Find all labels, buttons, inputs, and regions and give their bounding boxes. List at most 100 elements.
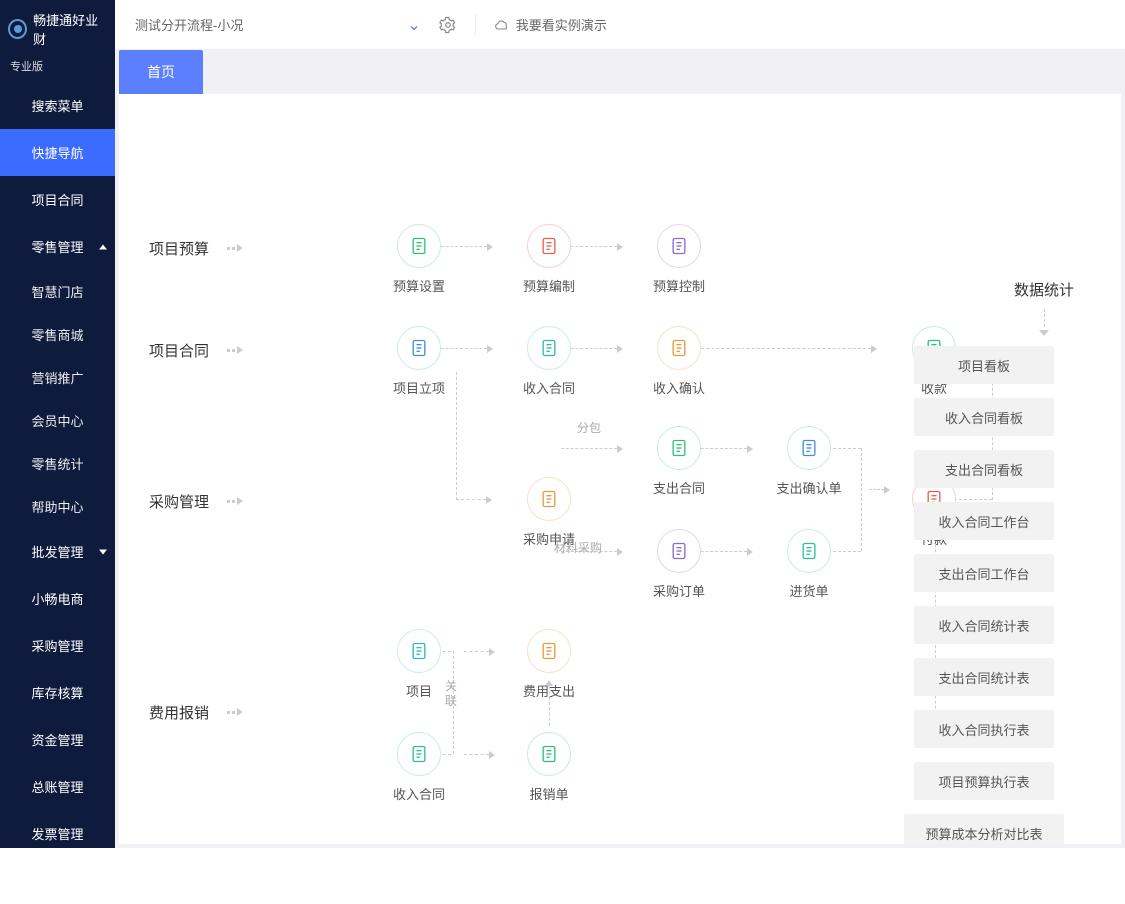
sidebar-item-3[interactable]: 批发管理 (0, 528, 115, 575)
flow-node-e4[interactable]: 报销单 (509, 732, 589, 803)
flow-node-label-c1: 项目立项 (379, 378, 459, 397)
sidebar-subitem-2-1[interactable]: 零售商城 (0, 313, 115, 356)
doc-icon (787, 426, 831, 470)
stats-btn-4[interactable]: 支出合同工作台 (914, 554, 1054, 592)
doc-icon (397, 732, 441, 776)
doc-icon (657, 326, 701, 370)
stats-btn-2[interactable]: 支出合同看板 (914, 450, 1054, 488)
sidebar-subitem-2-0[interactable]: 智慧门店 (0, 270, 115, 313)
org-name: 测试分开流程-小况 (135, 15, 243, 34)
sidebar-item-6[interactable]: 库存核算 (0, 669, 115, 716)
stats-btn-0[interactable]: 项目看板 (914, 346, 1054, 384)
sidebar-item-4[interactable]: 小畅电商 (0, 575, 115, 622)
gear-icon[interactable] (439, 16, 457, 34)
hconn-6 (561, 448, 617, 449)
sidebar-subitem-2-2[interactable]: 营销推广 (0, 356, 115, 399)
flow-node-label-b2: 预算编制 (509, 276, 589, 295)
topbar: 测试分开流程-小况 ⌄ 我要看实例演示 (115, 0, 1125, 50)
flow-node-label-e2: 费用支出 (509, 681, 589, 700)
flow-small-label-3: 联 (445, 692, 457, 709)
flow-row-stub-2 (227, 495, 245, 507)
flow-node-p4[interactable]: 采购订单 (639, 529, 719, 600)
flow-node-b3[interactable]: 预算控制 (639, 224, 719, 295)
chevron-down-icon: ⌄ (407, 15, 420, 35)
flow-node-label-c2: 收入合同 (509, 378, 589, 397)
flow-node-c1[interactable]: 项目立项 (379, 326, 459, 397)
sidebar-item-10[interactable]: 税务管理 (0, 857, 115, 904)
flow-node-b2[interactable]: 预算编制 (509, 224, 589, 295)
sidebar-item-5[interactable]: 采购管理 (0, 622, 115, 669)
org-selector[interactable]: 测试分开流程-小况 ⌄ (135, 15, 421, 35)
stats-btn-9[interactable]: 预算成本分析对比表 (904, 814, 1064, 844)
stats-btn-7[interactable]: 收入合同执行表 (914, 710, 1054, 748)
stats-btn-3[interactable]: 收入合同工作台 (914, 502, 1054, 540)
hconn-14 (464, 651, 489, 652)
flow-node-label-p5: 进货单 (769, 581, 849, 600)
doc-icon (527, 629, 571, 673)
flow-node-p5[interactable]: 进货单 (769, 529, 849, 600)
app-name: 畅捷通好业财 (33, 10, 107, 48)
flow-node-label-c3: 收入确认 (639, 378, 719, 397)
doc-icon (527, 732, 571, 776)
sidebar-item-7[interactable]: 资金管理 (0, 716, 115, 763)
flow-node-label-p3: 支出确认单 (769, 478, 849, 497)
sidebar-item-9[interactable]: 发票管理 (0, 810, 115, 857)
demo-link[interactable]: 我要看实例演示 (494, 15, 607, 34)
sidebar-search[interactable]: 搜索菜单 (0, 82, 115, 129)
flow-node-label-e4: 报销单 (509, 784, 589, 803)
stats-btn-6[interactable]: 支出合同统计表 (914, 658, 1054, 696)
doc-icon (657, 224, 701, 268)
stats-btn-1[interactable]: 收入合同看板 (914, 398, 1054, 436)
stats-btn-5[interactable]: 收入合同统计表 (914, 606, 1054, 644)
flow-row-label-2: 采购管理 (149, 491, 209, 512)
flow-node-label-p4: 采购订单 (639, 581, 719, 600)
flow-row-stub-3 (227, 706, 245, 718)
flow-node-label-b3: 预算控制 (639, 276, 719, 295)
flow-node-p1[interactable]: 采购申请 (509, 477, 589, 548)
flow-node-p3[interactable]: 支出确认单 (769, 426, 849, 497)
doc-icon (397, 224, 441, 268)
sidebar: 畅捷通好业财 专业版 搜索菜单快捷导航项目合同零售管理智慧门店零售商城营销推广会… (0, 0, 115, 848)
flow-row-stub-0 (227, 242, 245, 254)
main: 测试分开流程-小况 ⌄ 我要看实例演示 首页 项目预算项目合同采购管理费用报销预… (115, 0, 1125, 848)
flow-row-label-3: 费用报销 (149, 702, 209, 723)
vconn-1 (861, 448, 862, 551)
sidebar-item-8[interactable]: 总账管理 (0, 763, 115, 810)
sidebar-item-1[interactable]: 项目合同 (0, 176, 115, 223)
stats-title: 数据统计 (974, 279, 1114, 300)
sidebar-subitem-2-4[interactable]: 零售统计 (0, 442, 115, 485)
doc-icon (397, 629, 441, 673)
flow-row-label-0: 项目预算 (149, 238, 209, 259)
doc-icon (657, 426, 701, 470)
logo-icon (8, 19, 27, 39)
sidebar-item-0[interactable]: 快捷导航 (0, 129, 115, 176)
doc-icon (527, 477, 571, 521)
flow-small-label-0: 分包 (577, 419, 601, 436)
flow-node-p2[interactable]: 支出合同 (639, 426, 719, 497)
flow-node-e3[interactable]: 收入合同 (379, 732, 459, 803)
demo-label: 我要看实例演示 (516, 15, 607, 34)
flow-node-label-e3: 收入合同 (379, 784, 459, 803)
doc-icon (527, 326, 571, 370)
logo: 畅捷通好业财 (0, 0, 115, 58)
stats-btn-8[interactable]: 项目预算执行表 (914, 762, 1054, 800)
sidebar-subitem-2-5[interactable]: 帮助中心 (0, 485, 115, 528)
flow-node-e2[interactable]: 费用支出 (509, 629, 589, 700)
flow-node-c2[interactable]: 收入合同 (509, 326, 589, 397)
tabs: 首页 (115, 50, 1125, 94)
hconn-5 (456, 499, 486, 500)
doc-icon (787, 529, 831, 573)
content: 项目预算项目合同采购管理费用报销预算设置预算编制预算控制项目立项收入合同收入确认… (119, 94, 1121, 844)
tab-home[interactable]: 首页 (119, 50, 203, 94)
sidebar-subitem-2-3[interactable]: 会员中心 (0, 399, 115, 442)
hconn-12 (869, 489, 884, 490)
doc-icon (657, 529, 701, 573)
flow-node-b1[interactable]: 预算设置 (379, 224, 459, 295)
flow-row-stub-1 (227, 344, 245, 356)
flow-node-c3[interactable]: 收入确认 (639, 326, 719, 397)
doc-icon (397, 326, 441, 370)
flow-small-label-1: 材料采购 (554, 539, 602, 556)
doc-icon (527, 224, 571, 268)
sidebar-item-2[interactable]: 零售管理 (0, 223, 115, 270)
flow-node-label-b1: 预算设置 (379, 276, 459, 295)
